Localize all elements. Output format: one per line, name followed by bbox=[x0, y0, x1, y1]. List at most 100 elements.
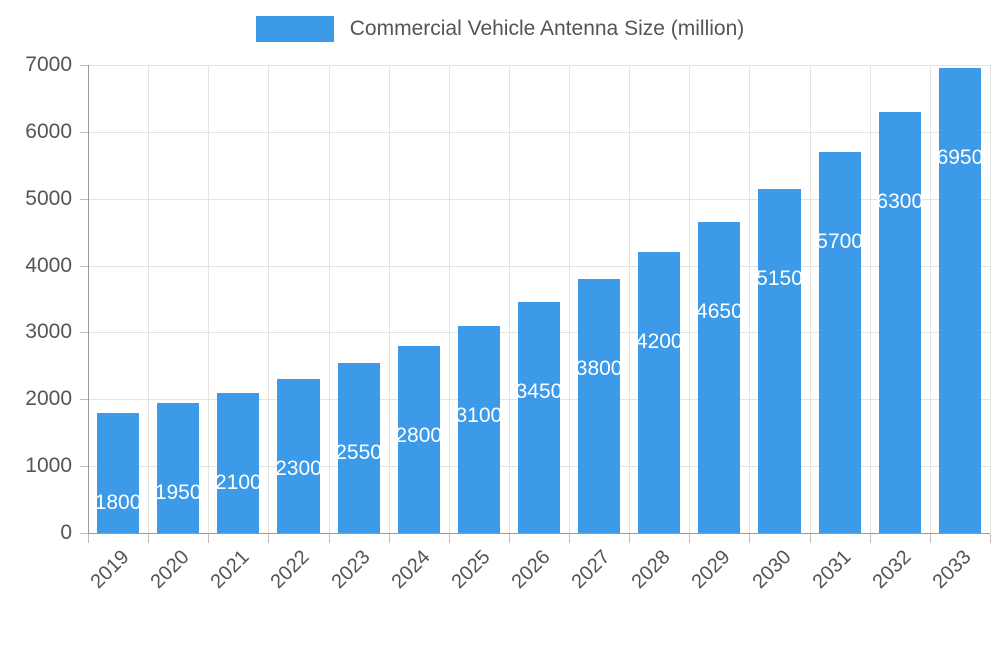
bar-value-label: 6300 bbox=[876, 189, 924, 213]
bar-value-label: 5700 bbox=[816, 229, 864, 253]
bar-value-label: 3100 bbox=[455, 403, 503, 427]
y-axis-tick-mark bbox=[80, 131, 88, 133]
bar-slot: 3800 bbox=[569, 65, 629, 533]
bar-value-label: 4650 bbox=[696, 300, 743, 324]
gridline-vertical bbox=[208, 65, 209, 533]
y-axis-tick-mark bbox=[80, 533, 88, 534]
x-axis-tick-mark bbox=[629, 534, 630, 543]
y-axis-tick-mark bbox=[80, 399, 88, 401]
x-axis-tick-mark bbox=[148, 534, 149, 543]
bar[interactable] bbox=[578, 278, 621, 533]
bar-value-label: 2300 bbox=[275, 457, 322, 481]
bar-value-label: 2100 bbox=[214, 470, 262, 494]
bar-slot: 5150 bbox=[749, 65, 809, 533]
bar[interactable] bbox=[457, 325, 500, 533]
bar-slot: 1800 bbox=[88, 65, 148, 533]
gridline-vertical bbox=[749, 65, 750, 533]
bar[interactable] bbox=[878, 111, 921, 533]
gridline-vertical bbox=[569, 65, 570, 533]
bar-value-label: 3450 bbox=[515, 380, 563, 404]
bar[interactable] bbox=[698, 222, 741, 533]
gridline-vertical bbox=[930, 65, 931, 533]
bar-slot: 6950 bbox=[930, 65, 990, 533]
gridline-horizontal bbox=[88, 265, 990, 267]
x-axis-tick-mark bbox=[449, 534, 450, 543]
y-axis-tick-label: 2000 bbox=[25, 387, 72, 411]
gridline-vertical bbox=[389, 65, 390, 533]
bar-chart: Commercial Vehicle Antenna Size (million… bbox=[0, 12, 1000, 594]
bar[interactable] bbox=[337, 362, 380, 533]
legend-label: Commercial Vehicle Antenna Size (million… bbox=[349, 17, 745, 40]
x-axis-tick-mark bbox=[88, 534, 89, 543]
bar[interactable] bbox=[758, 188, 801, 533]
bar-slot: 1950 bbox=[148, 65, 208, 533]
x-axis-tick-mark bbox=[268, 534, 269, 543]
gridline-vertical bbox=[870, 65, 871, 533]
bar-slot: 4650 bbox=[689, 65, 749, 533]
bar-slot: 2550 bbox=[329, 65, 389, 533]
bar[interactable] bbox=[97, 412, 140, 533]
bar-slot: 3450 bbox=[509, 65, 569, 533]
bar[interactable] bbox=[217, 392, 260, 533]
bar[interactable] bbox=[397, 345, 440, 533]
y-axis-tick-mark bbox=[80, 65, 88, 66]
x-axis-tick-mark bbox=[509, 534, 510, 543]
chart-legend: Commercial Vehicle Antenna Size (million… bbox=[0, 12, 1000, 46]
gridline-vertical bbox=[990, 65, 991, 533]
gridline-vertical bbox=[449, 65, 450, 533]
x-axis-line bbox=[88, 533, 990, 534]
gridline-vertical bbox=[509, 65, 510, 533]
x-axis-tick-mark bbox=[389, 534, 390, 543]
x-axis-tick-mark bbox=[870, 534, 871, 543]
gridline-vertical bbox=[268, 65, 269, 533]
bar[interactable] bbox=[157, 402, 200, 533]
y-axis-tick-mark bbox=[80, 198, 88, 200]
bar-slot: 2800 bbox=[389, 65, 449, 533]
bar[interactable] bbox=[818, 151, 861, 533]
bar-series: 1800 1950 2100 2300 2550 2800 3100 3450 3800 4200… bbox=[88, 65, 990, 533]
bar-slot: 2100 bbox=[208, 65, 268, 533]
x-axis-tick-mark bbox=[810, 534, 811, 543]
y-axis-tick-label: 5000 bbox=[25, 186, 72, 210]
y-axis-tick-mark bbox=[80, 466, 88, 468]
gridline-vertical bbox=[329, 65, 330, 533]
x-axis-tick-mark bbox=[569, 534, 570, 543]
gridline-vertical bbox=[689, 65, 690, 533]
bar-slot: 5700 bbox=[810, 65, 870, 533]
bar-value-label: 1950 bbox=[154, 480, 202, 504]
gridline-vertical bbox=[148, 65, 149, 533]
bar-value-label: 2550 bbox=[335, 440, 382, 464]
gridline-vertical bbox=[810, 65, 811, 533]
bar-slot: 4200 bbox=[629, 65, 689, 533]
bar-value-label: 6950 bbox=[936, 146, 984, 170]
x-axis-tick-mark bbox=[689, 534, 690, 543]
y-axis-tick-mark bbox=[80, 332, 88, 334]
bar[interactable] bbox=[277, 379, 320, 533]
legend-swatch-icon bbox=[255, 16, 334, 42]
bar-slot: 6300 bbox=[870, 65, 930, 533]
bar[interactable] bbox=[938, 68, 981, 533]
y-axis-tick-label: 6000 bbox=[25, 119, 72, 143]
y-axis-tick-label: 4000 bbox=[25, 253, 72, 277]
bar-value-label: 5150 bbox=[756, 266, 803, 290]
y-axis-line bbox=[88, 65, 89, 533]
x-axis-tick-mark bbox=[208, 534, 209, 543]
bar-value-label: 3800 bbox=[575, 356, 623, 380]
y-axis-tick-label: 7000 bbox=[25, 53, 72, 76]
y-axis-tick-label: 1000 bbox=[25, 454, 72, 478]
y-axis-tick-mark bbox=[80, 265, 88, 267]
x-axis-tick-mark bbox=[329, 534, 330, 543]
bar[interactable] bbox=[638, 252, 681, 533]
gridline-horizontal bbox=[88, 65, 990, 66]
gridline-horizontal bbox=[88, 198, 990, 200]
gridline-horizontal bbox=[88, 131, 990, 133]
y-axis-tick-label: 3000 bbox=[25, 320, 72, 344]
bar-value-label: 4200 bbox=[635, 330, 683, 354]
y-axis-tick-label: 0 bbox=[60, 521, 72, 544]
gridline-vertical bbox=[629, 65, 630, 533]
bar[interactable] bbox=[517, 302, 561, 533]
bar-value-label: 2800 bbox=[395, 423, 443, 447]
bar-slot: 2300 bbox=[268, 65, 328, 533]
x-axis-tick-mark bbox=[749, 534, 750, 543]
x-axis-tick-mark bbox=[930, 534, 931, 543]
